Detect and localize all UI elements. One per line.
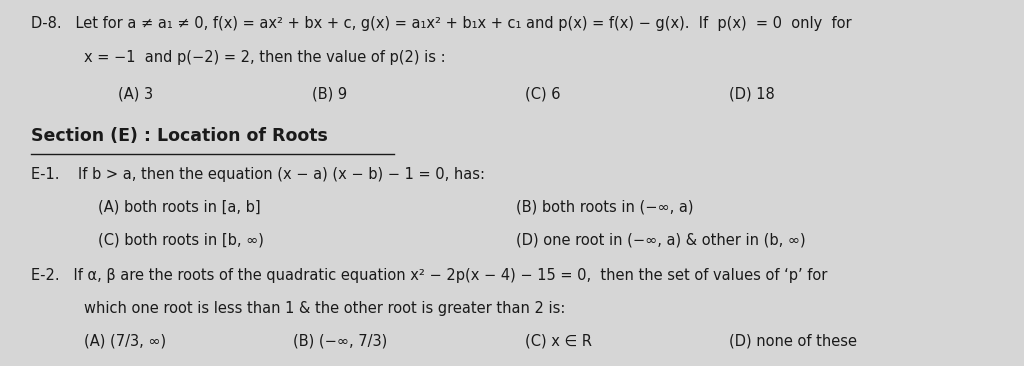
Text: (C) both roots in [b, ∞): (C) both roots in [b, ∞) bbox=[98, 232, 264, 247]
Text: (B) 9: (B) 9 bbox=[312, 87, 347, 102]
Text: (A) (7/3, ∞): (A) (7/3, ∞) bbox=[84, 334, 166, 349]
Text: (D) 18: (D) 18 bbox=[729, 87, 775, 102]
Text: (D) one root in (−∞, a) & other in (b, ∞): (D) one root in (−∞, a) & other in (b, ∞… bbox=[516, 232, 805, 247]
Text: D-8.   Let for a ≠ a₁ ≠ 0, f(x) = ax² + bx + c, g(x) = a₁x² + b₁x + c₁ and p(x) : D-8. Let for a ≠ a₁ ≠ 0, f(x) = ax² + bx… bbox=[31, 16, 851, 31]
Text: (C) 6: (C) 6 bbox=[525, 87, 561, 102]
Text: (B) both roots in (−∞, a): (B) both roots in (−∞, a) bbox=[516, 199, 693, 214]
Text: E-1.    If b > a, then the equation (x − a) (x − b) − 1 = 0, has:: E-1. If b > a, then the equation (x − a)… bbox=[31, 167, 484, 182]
Text: Section (E) : Location of Roots: Section (E) : Location of Roots bbox=[31, 127, 328, 145]
Text: which one root is less than 1 & the other root is greater than 2 is:: which one root is less than 1 & the othe… bbox=[84, 301, 565, 316]
Text: x = −1  and p(−2) = 2, then the value of p(2) is :: x = −1 and p(−2) = 2, then the value of … bbox=[84, 51, 445, 66]
Text: (A) both roots in [a, b]: (A) both roots in [a, b] bbox=[98, 199, 261, 214]
Text: (D) none of these: (D) none of these bbox=[729, 334, 857, 349]
Text: (C) x ∈ R: (C) x ∈ R bbox=[525, 334, 593, 349]
Text: (B) (−∞, 7/3): (B) (−∞, 7/3) bbox=[293, 334, 387, 349]
Text: (A) 3: (A) 3 bbox=[118, 87, 153, 102]
Text: E-2.   If α, β are the roots of the quadratic equation x² − 2p(x − 4) − 15 = 0, : E-2. If α, β are the roots of the quadra… bbox=[31, 268, 826, 283]
